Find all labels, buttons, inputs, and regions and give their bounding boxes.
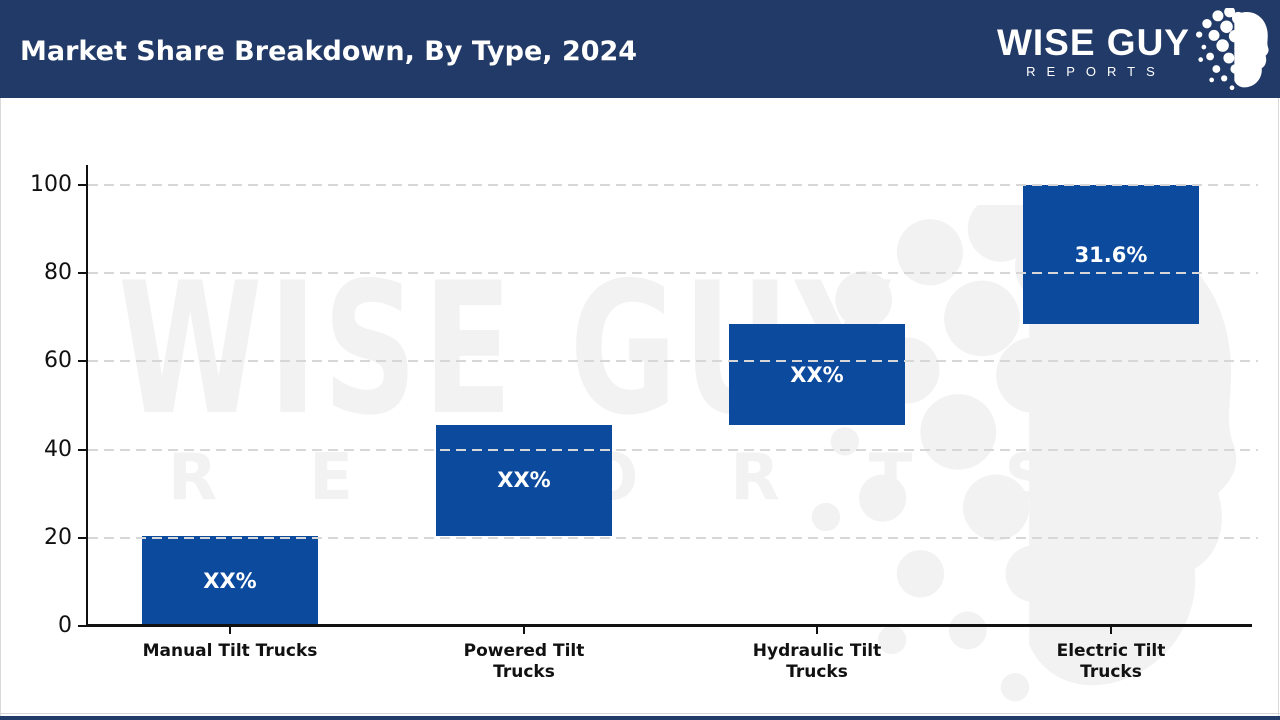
gridline-80	[88, 272, 1258, 275]
card-border-left	[0, 98, 1, 716]
logo-subname: REPORTS	[1026, 64, 1166, 79]
x-axis-line	[86, 624, 1252, 627]
bar-value-label: XX%	[203, 569, 257, 593]
x-category-label-line: Trucks	[493, 662, 555, 682]
wiseguy-logo-text: WISE GUY REPORTS	[996, 22, 1190, 80]
gridline-40	[88, 448, 1258, 451]
y-tick-label-20: 20	[44, 524, 72, 550]
bar-manual-tilt-trucks: XX%	[142, 536, 318, 626]
x-category-label: Hydraulic Tilt Trucks	[697, 641, 937, 683]
x-category-label: Powered Tilt Trucks	[404, 641, 644, 683]
y-tick-60	[78, 360, 88, 363]
x-category-label-line: Hydraulic Tilt	[752, 641, 882, 661]
x-tick-2	[523, 627, 525, 634]
bar-value-label: XX%	[790, 362, 844, 387]
x-category-label: Electric Tilt Trucks	[991, 641, 1231, 683]
x-tick-4	[1110, 627, 1112, 634]
y-tick-label-60: 60	[44, 348, 72, 374]
x-category-label-line: Powered Tilt	[463, 641, 585, 661]
y-tick-label-100: 100	[30, 172, 72, 197]
y-tick-80	[78, 272, 88, 275]
header-band: Market Share Breakdown, By Type, 2024 WI…	[0, 0, 1280, 98]
y-tick-20	[78, 536, 88, 539]
footer-band	[0, 716, 1280, 720]
y-tick-40	[78, 448, 88, 451]
bar-value-label: 31.6%	[1074, 242, 1148, 267]
gridline-100	[88, 184, 1258, 186]
wiseguy-logo: WISE GUY REPORTS	[997, 8, 1272, 94]
y-tick-100	[78, 184, 88, 186]
footer-hairline	[0, 713, 1280, 714]
gridline-60	[88, 360, 1258, 363]
y-tick-label-80: 80	[44, 260, 72, 286]
bar-powered-tilt-trucks: XX%	[436, 424, 612, 537]
x-tick-1	[229, 627, 231, 634]
x-category-label: Manual Tilt Trucks	[110, 641, 350, 662]
x-category-label-line: Trucks	[786, 662, 848, 682]
y-tick-label-0: 0	[58, 613, 72, 638]
bar-hydraulic-tilt-trucks: XX%	[729, 324, 905, 425]
logo-name: WISE GUY	[996, 22, 1190, 63]
y-tick-label-40: 40	[44, 436, 72, 462]
chart-title: Market Share Breakdown, By Type, 2024	[20, 36, 638, 67]
card-border-right	[1278, 98, 1279, 716]
x-tick-3	[816, 627, 818, 634]
x-category-label-line: Trucks	[1080, 662, 1142, 682]
gridline-20	[88, 536, 1258, 539]
x-category-label-line: Electric Tilt	[1056, 641, 1166, 661]
y-tick-0	[78, 625, 88, 627]
bar-electric-tilt-trucks: 31.6%	[1023, 185, 1199, 325]
x-category-label-line: Manual Tilt Trucks	[142, 641, 318, 661]
y-axis-line	[86, 165, 88, 626]
bar-value-label: XX%	[497, 468, 551, 493]
logo-dotted-head-profile-icon	[1196, 8, 1269, 91]
